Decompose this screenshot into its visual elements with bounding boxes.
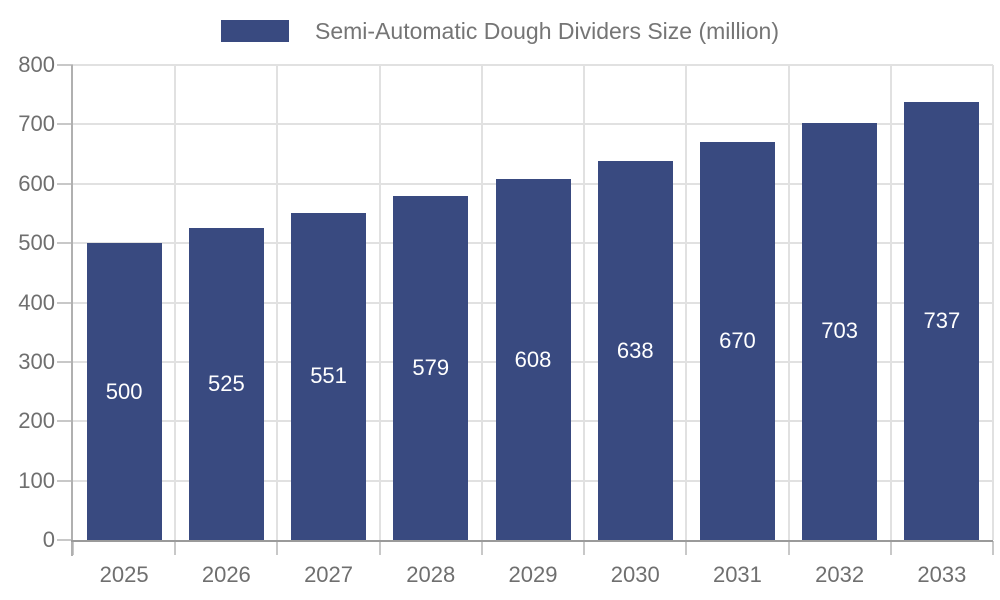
y-axis-tick-label: 200: [18, 408, 55, 434]
x-axis-line: [71, 540, 993, 542]
bar-value-label: 500: [105, 378, 143, 404]
y-axis-tick-label: 700: [18, 111, 55, 137]
gridline-horizontal: [73, 123, 993, 126]
y-axis-line: [71, 65, 73, 556]
y-axis-tick-label: 600: [18, 170, 55, 196]
y-axis-tick-label: 500: [18, 230, 55, 256]
gridline-vertical: [787, 65, 790, 540]
bar: 703: [802, 122, 878, 540]
y-axis-tick: [57, 182, 73, 185]
gridline-vertical: [992, 65, 994, 540]
x-axis-tick-label: 2027: [304, 562, 354, 587]
y-axis-tick: [57, 420, 73, 423]
x-axis-tick-label: 2032: [815, 562, 865, 587]
legend-swatch: [221, 20, 289, 42]
bar-value-label: 579: [412, 355, 450, 381]
gridline-vertical: [276, 65, 279, 540]
y-axis-tick: [57, 64, 73, 66]
x-axis-tick: [583, 541, 586, 555]
chart-legend: Semi-Automatic Dough Dividers Size (mill…: [0, 17, 1000, 45]
gridline-horizontal: [73, 64, 993, 66]
x-axis-tick: [889, 541, 892, 555]
y-axis-tick-label: 100: [18, 467, 55, 493]
bar-value-label: 703: [821, 318, 859, 344]
bar-value-label: 551: [310, 363, 347, 389]
x-axis-tick-label: 2026: [201, 562, 251, 587]
bar: 638: [597, 161, 673, 540]
y-axis-tick: [57, 123, 73, 126]
x-axis-tick: [992, 541, 994, 555]
x-axis-tick-label: 2031: [712, 562, 762, 587]
bar-value-label: 608: [514, 346, 552, 372]
bar: 525: [188, 228, 264, 540]
x-axis-tick-label: 2030: [610, 562, 660, 587]
y-axis-tick: [57, 539, 73, 541]
x-axis-tick: [685, 541, 688, 555]
x-axis-tick: [480, 541, 483, 555]
bar: 608: [495, 179, 571, 540]
x-axis-tick: [72, 541, 74, 555]
y-axis-tick: [57, 479, 73, 482]
y-axis-tick: [57, 360, 73, 363]
gridline-vertical: [174, 65, 177, 540]
bar: 579: [393, 196, 469, 540]
y-axis-tick-label: 300: [18, 348, 55, 374]
y-axis-tick-label: 400: [18, 289, 55, 315]
y-axis-tick-label: 0: [42, 527, 55, 552]
y-axis-tick-label: 800: [18, 52, 55, 77]
bar: 737: [904, 102, 980, 540]
gridline-vertical: [685, 65, 688, 540]
x-axis-tick: [378, 541, 381, 555]
bar-value-label: 638: [616, 337, 654, 363]
x-axis-tick-label: 2029: [508, 562, 558, 587]
bar: 551: [291, 212, 367, 540]
bar: 670: [699, 142, 775, 540]
gridline-vertical: [583, 65, 586, 540]
x-axis-tick-label: 2028: [406, 562, 456, 587]
x-axis-tick: [787, 541, 790, 555]
x-axis-tick-label: 2025: [99, 562, 149, 587]
legend-label: Semi-Automatic Dough Dividers Size (mill…: [315, 17, 779, 44]
x-axis-tick-label: 2033: [917, 562, 967, 587]
bar-value-label: 670: [719, 328, 756, 354]
gridline-vertical: [889, 65, 892, 540]
gridline-vertical: [378, 65, 381, 540]
bar: 500: [86, 243, 162, 540]
y-axis-tick: [57, 301, 73, 304]
x-axis-tick: [276, 541, 279, 555]
x-axis-tick: [174, 541, 177, 555]
bar-value-label: 525: [207, 371, 245, 397]
gridline-vertical: [480, 65, 483, 540]
bar-value-label: 737: [923, 308, 961, 334]
y-axis-tick: [57, 242, 73, 245]
